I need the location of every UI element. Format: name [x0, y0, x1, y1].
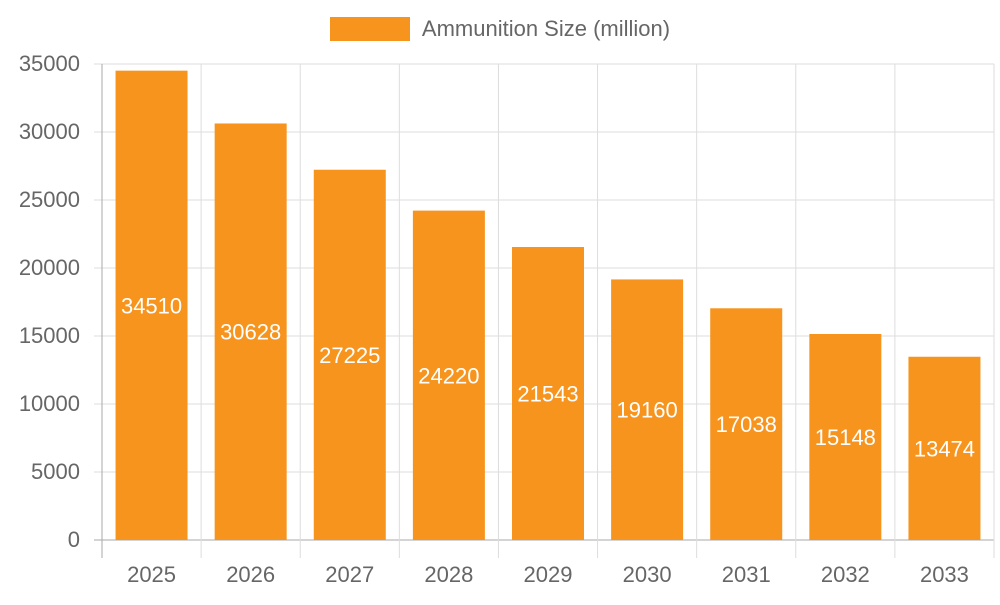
bar-value-label: 13474 — [914, 436, 975, 461]
x-tick-label: 2032 — [821, 562, 870, 587]
bar — [214, 123, 287, 540]
x-tick-label: 2026 — [226, 562, 275, 587]
bar — [412, 210, 485, 540]
bar-value-label: 27225 — [319, 343, 380, 368]
x-tick-label: 2025 — [127, 562, 176, 587]
y-tick-label: 25000 — [19, 187, 80, 212]
legend[interactable]: Ammunition Size (million) — [0, 16, 1000, 42]
bar — [313, 169, 386, 541]
y-tick-label: 10000 — [19, 391, 80, 416]
y-tick-label: 30000 — [19, 119, 80, 144]
y-tick-label: 5000 — [31, 459, 80, 484]
bar-value-label: 19160 — [617, 398, 678, 423]
x-tick-label: 2033 — [920, 562, 969, 587]
bar — [115, 70, 188, 540]
x-tick-label: 2027 — [325, 562, 374, 587]
bar-value-label: 24220 — [418, 363, 479, 388]
y-tick-label: 15000 — [19, 323, 80, 348]
bar-value-label: 34510 — [121, 293, 182, 318]
bar — [611, 279, 684, 540]
bar-value-label: 21543 — [517, 382, 578, 407]
legend-label: Ammunition Size (million) — [421, 16, 671, 41]
y-tick-label: 0 — [68, 527, 80, 552]
legend-swatch — [329, 17, 410, 41]
x-tick-label: 2028 — [424, 562, 473, 587]
bar-value-label: 17038 — [716, 412, 777, 437]
bar-value-label: 15148 — [815, 425, 876, 450]
bar — [512, 247, 584, 540]
y-tick-label: 20000 — [19, 255, 80, 280]
bar-value-label: 30628 — [220, 320, 281, 345]
bar — [710, 308, 783, 540]
bar — [908, 356, 981, 540]
x-tick-label: 2031 — [722, 562, 771, 587]
y-tick-label: 35000 — [19, 51, 80, 76]
bar — [809, 333, 882, 540]
x-tick-label: 2030 — [623, 562, 672, 587]
x-tick-label: 2029 — [524, 562, 573, 587]
